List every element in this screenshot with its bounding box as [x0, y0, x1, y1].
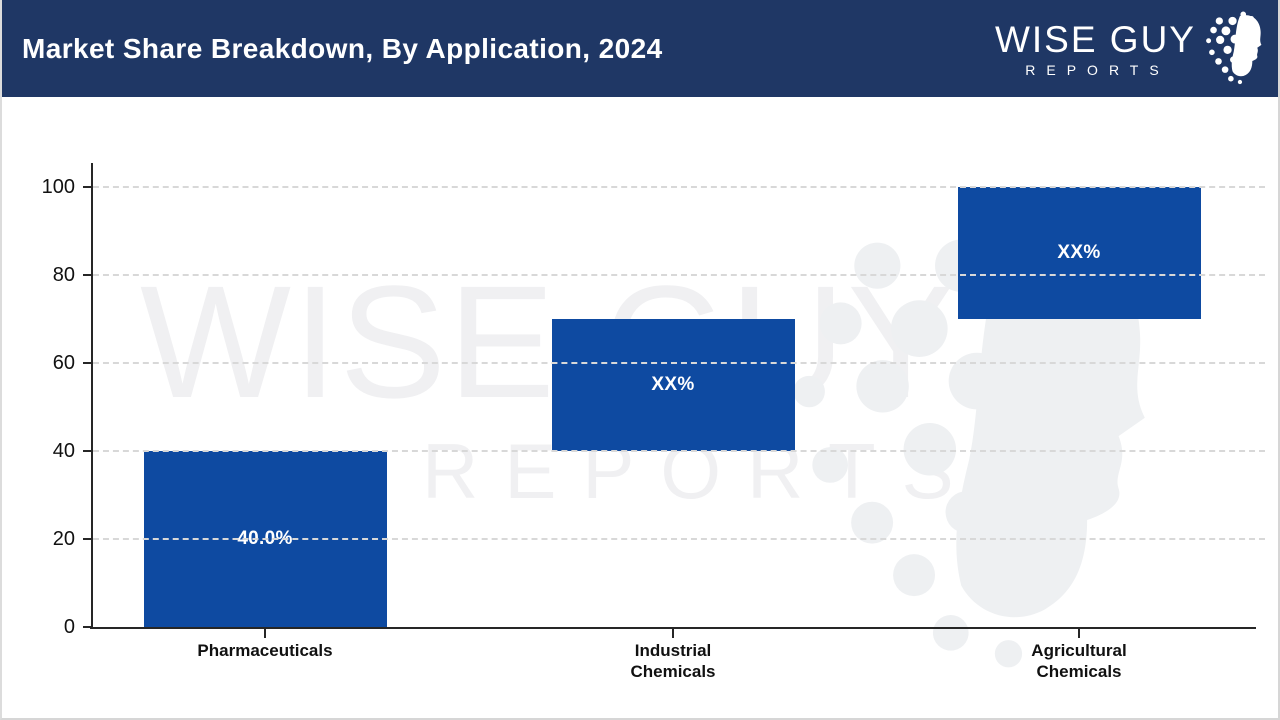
bar-value-label: XX%: [1057, 242, 1101, 263]
y-tick-label: 0: [63, 616, 75, 638]
x-axis-label-line: Chemicals: [1036, 662, 1122, 681]
y-tick-label: 80: [52, 264, 75, 286]
gridline: [93, 186, 1265, 188]
x-axis-label-line: Agricultural: [1031, 641, 1127, 660]
dotted-face-icon: [1206, 11, 1262, 84]
gridline: [93, 450, 1265, 452]
y-tick-mark: [83, 626, 91, 628]
logo-wordmark: WISE GUY REPORTS: [995, 21, 1196, 77]
x-axis-label-line: Chemicals: [630, 662, 716, 681]
y-tick-mark: [83, 450, 91, 452]
header-bar: Market Share Breakdown, By Application, …: [2, 0, 1278, 97]
logo-wordmark-sub: REPORTS: [1025, 61, 1170, 78]
bar: XX%: [551, 319, 795, 451]
bar: XX%: [957, 187, 1201, 319]
x-axis-label-line: Industrial: [634, 641, 712, 660]
y-tick-mark: [83, 274, 91, 276]
gridline: [93, 538, 1265, 540]
x-tick-mark: [1078, 629, 1080, 638]
bar-value-label: XX%: [651, 374, 695, 395]
page-title: Market Share Breakdown, By Application, …: [22, 32, 663, 64]
wiseguy-logo: WISE GUY REPORTS: [995, 10, 1268, 88]
watermark-face-icon: [793, 208, 1145, 668]
logo-wordmark-main: WISE GUY: [994, 18, 1196, 60]
gridline: [93, 274, 1265, 276]
gridline: [93, 362, 1265, 364]
y-tick-label: 60: [52, 352, 75, 374]
y-tick-label: 20: [52, 528, 75, 550]
y-tick-label: 40: [52, 440, 75, 462]
x-tick-mark: [672, 629, 674, 638]
x-axis-line: [90, 627, 1256, 629]
y-axis-line: [91, 163, 93, 629]
x-axis-label: Agricultural Chemicals: [919, 640, 1239, 682]
x-axis-label: Industrial Chemicals: [513, 640, 833, 682]
y-tick-label: 100: [41, 176, 75, 198]
x-tick-mark: [264, 629, 266, 638]
y-tick-mark: [83, 362, 91, 364]
y-tick-mark: [83, 538, 91, 540]
y-tick-mark: [83, 186, 91, 188]
x-axis-label-line: Pharmaceuticals: [197, 641, 333, 660]
x-axis-label: Pharmaceuticals: [105, 640, 425, 661]
